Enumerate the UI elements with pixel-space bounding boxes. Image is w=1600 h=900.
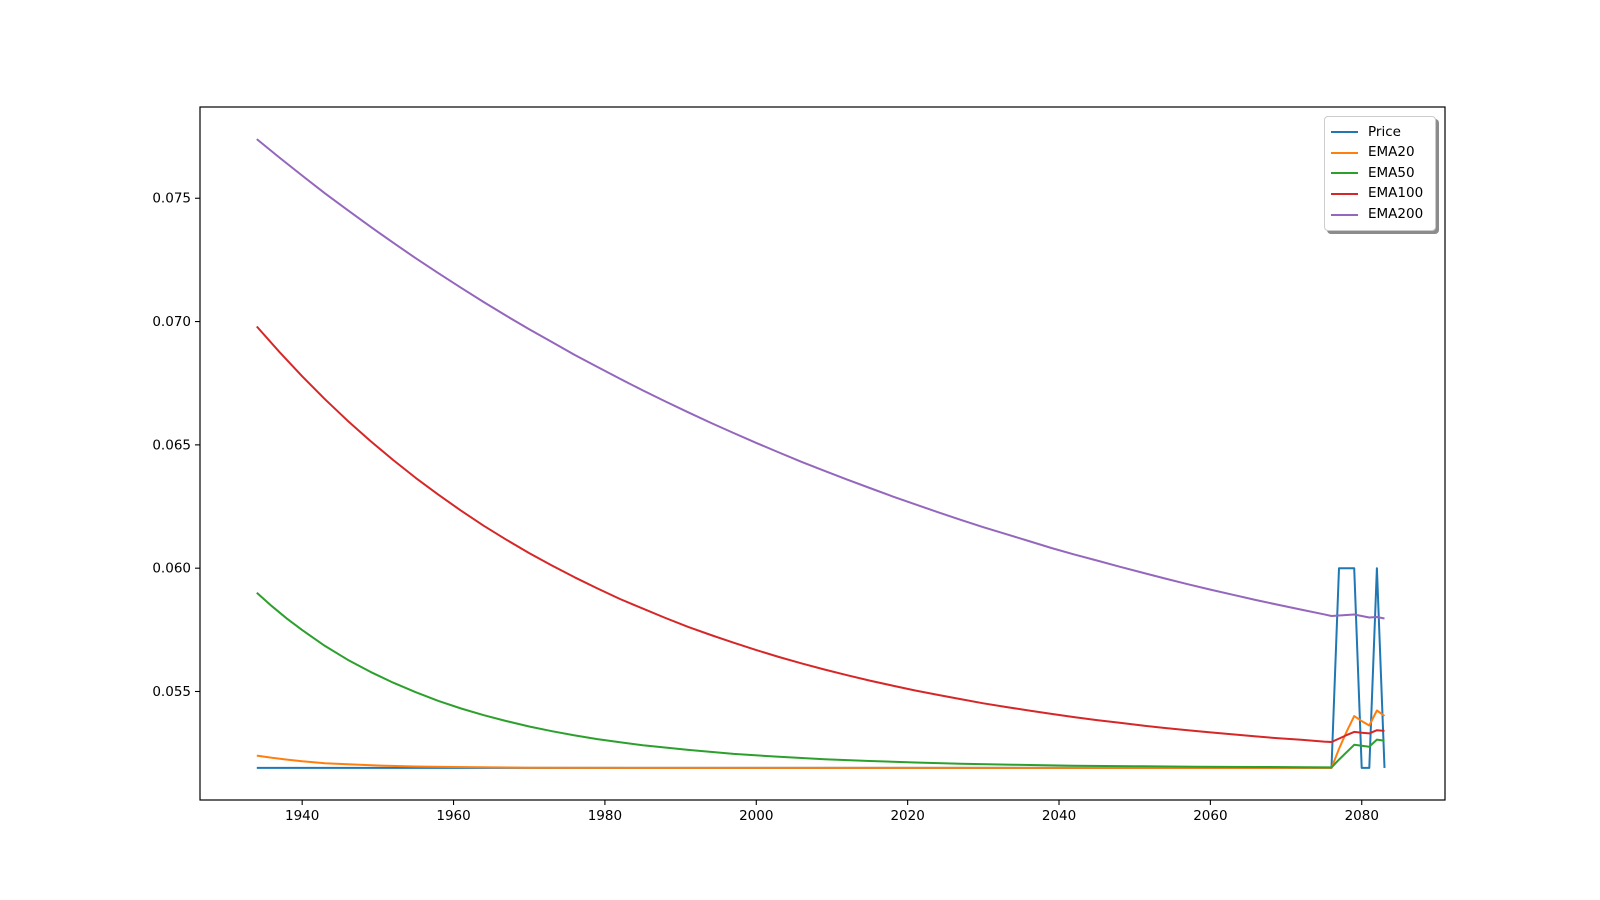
legend-entry-label: EMA100 <box>1368 185 1424 202</box>
legend-entry-ema50: EMA50 <box>1331 163 1429 184</box>
legend-entry-label: EMA50 <box>1368 164 1415 181</box>
x-tick-label: 2040 <box>1042 808 1076 824</box>
series-line-ema20 <box>256 709 1386 769</box>
legend-line-sample <box>1331 193 1358 196</box>
plot-border <box>199 106 1446 801</box>
legend: Price EMA20 EMA50 EMA100 EMA200 <box>1324 116 1436 231</box>
legend-entry-ema200: EMA200 <box>1331 204 1429 225</box>
x-tick-label: 2000 <box>739 808 773 824</box>
legend-line-sample <box>1331 131 1358 134</box>
x-tick-label: 2080 <box>1345 808 1379 824</box>
series-line-ema50 <box>256 592 1385 769</box>
legend-entry-ema20: EMA20 <box>1331 143 1429 164</box>
legend-entry-label: EMA200 <box>1368 205 1424 222</box>
x-tick-label: 2020 <box>890 808 924 824</box>
y-tick-label: 0.055 <box>152 684 191 700</box>
y-tick-label: 0.070 <box>152 314 191 330</box>
x-tick-label: 1980 <box>588 808 622 824</box>
x-tick-label: 1940 <box>285 808 319 824</box>
y-tick-label: 0.060 <box>152 561 191 577</box>
legend-entry-ema100: EMA100 <box>1331 184 1429 205</box>
legend-entry-price: Price <box>1331 122 1429 143</box>
legend-entry-label: Price <box>1368 123 1401 140</box>
legend-entry-label: EMA20 <box>1368 144 1415 161</box>
x-tick-label: 1960 <box>436 808 470 824</box>
legend-line-sample <box>1331 213 1358 216</box>
legend-line-sample <box>1331 151 1358 154</box>
y-tick-label: 0.065 <box>152 437 191 453</box>
y-tick-label: 0.075 <box>152 191 191 207</box>
series-line-price <box>256 567 1386 769</box>
series-line-ema100 <box>256 325 1385 743</box>
legend-line-sample <box>1331 172 1358 175</box>
series-line-ema200 <box>256 138 1385 620</box>
x-tick-label: 2060 <box>1193 808 1227 824</box>
